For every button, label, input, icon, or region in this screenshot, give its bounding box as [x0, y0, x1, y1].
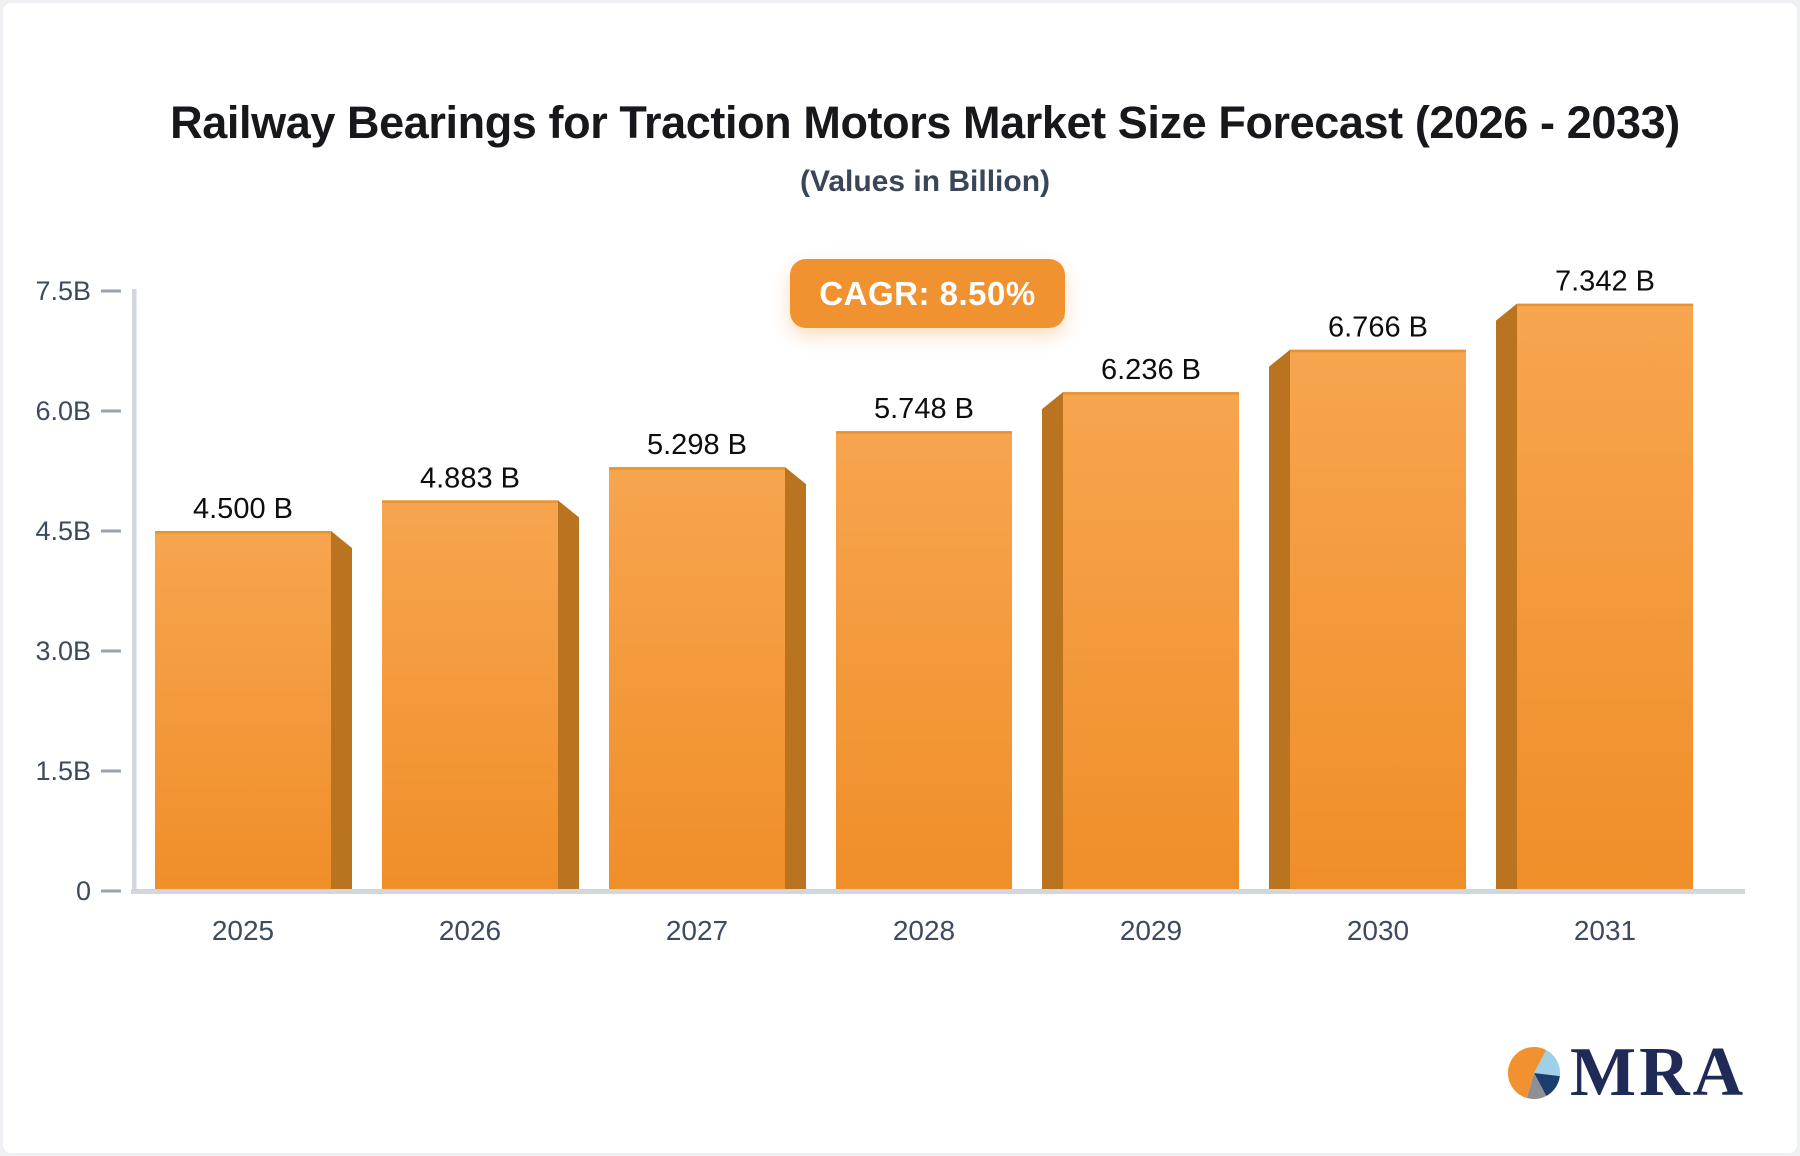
x-axis-label: 2025	[212, 915, 274, 946]
pie-slice-navy	[1534, 1073, 1560, 1096]
y-tick	[101, 409, 121, 413]
bar-value-label: 7.342 B	[1555, 266, 1655, 298]
bar-top-edge	[1517, 303, 1693, 307]
y-tick-label: 4.5B	[35, 516, 91, 546]
chart-header: Railway Bearings for Traction Motors Mar…	[53, 97, 1797, 199]
bar-chart: 0 1.5B 3.0B 4.5B 6.0B 7.5B 4.500 B 2025 4.883 B 2…	[3, 3, 1797, 1153]
chart-title: Railway Bearings for Traction Motors Mar…	[170, 97, 1680, 148]
bar-2030	[1269, 349, 1466, 892]
logo-text: MRA	[1570, 1034, 1747, 1111]
bar-2026	[382, 500, 579, 891]
bar-top-edge	[382, 500, 558, 503]
y-tick	[101, 529, 121, 533]
y-axis-line	[132, 289, 137, 894]
bar-side-face	[1042, 392, 1063, 891]
bar-2028	[836, 431, 1012, 891]
chart-subtitle: (Values in Billion)	[799, 164, 1051, 198]
bar-face	[1290, 349, 1466, 892]
chart-canvas: 0 1.5B 3.0B 4.5B 6.0B 7.5B 4.500 B 2025 4.883 B 2…	[35, 266, 1745, 946]
bar-2025	[155, 531, 352, 891]
bar-value-label: 6.766 B	[1328, 312, 1428, 344]
bar-face	[382, 500, 558, 891]
bar-2027	[609, 467, 806, 891]
bar-2031	[1496, 303, 1693, 891]
bar-value-label: 5.298 B	[647, 429, 747, 461]
x-axis-label: 2030	[1347, 915, 1409, 946]
bar-face	[1517, 303, 1693, 891]
bar-value-label: 5.748 B	[874, 393, 974, 425]
y-tick-label: 7.5B	[35, 276, 91, 306]
pie-slice-orange	[1507, 1046, 1547, 1099]
y-tick	[101, 769, 121, 773]
bar-face	[609, 467, 785, 891]
y-tick-label: 3.0B	[35, 636, 91, 666]
bar-2029	[1042, 392, 1239, 891]
y-tick	[101, 889, 121, 893]
bar-side-face	[785, 467, 806, 891]
bar-top-edge	[609, 467, 785, 470]
pie-slice-light-blue	[1534, 1050, 1561, 1077]
bar-top-edge	[1063, 392, 1239, 395]
bar-top-edge	[155, 531, 331, 534]
bar-top-edge	[1290, 349, 1466, 353]
y-tick	[101, 289, 121, 293]
mra-logo: MRA	[1507, 1034, 1747, 1111]
y-tick-label: 6.0B	[35, 396, 91, 426]
y-tick	[101, 649, 121, 653]
bar-value-label: 4.500 B	[193, 493, 293, 525]
bar-face	[836, 431, 1012, 891]
bar-top-edge	[836, 431, 1012, 434]
bar-side-face	[558, 500, 579, 891]
pie-logo-icon	[1507, 1046, 1561, 1100]
y-tick-label: 0	[76, 876, 91, 906]
cagr-badge: CAGR: 8.50%	[790, 259, 1065, 328]
bar-side-face	[1269, 349, 1290, 892]
pie-slice-gray	[1526, 1073, 1547, 1100]
bar-side-face	[1496, 303, 1517, 891]
bar-side-face	[331, 531, 352, 891]
x-axis-line	[131, 889, 1745, 894]
x-axis-label: 2027	[666, 915, 728, 946]
x-axis-label: 2029	[1120, 915, 1182, 946]
bar-value-label: 6.236 B	[1101, 354, 1201, 386]
x-axis-label: 2026	[439, 915, 501, 946]
x-axis-label: 2031	[1574, 915, 1636, 946]
x-axis-label: 2028	[893, 915, 955, 946]
bar-face	[155, 531, 331, 891]
bar-face	[1063, 392, 1239, 891]
bar-value-label: 4.883 B	[420, 462, 520, 494]
cagr-badge-label: CAGR: 8.50%	[819, 274, 1036, 312]
y-tick-label: 1.5B	[35, 756, 91, 786]
chart-page: Railway Bearings for Traction Motors Mar…	[3, 3, 1797, 1153]
